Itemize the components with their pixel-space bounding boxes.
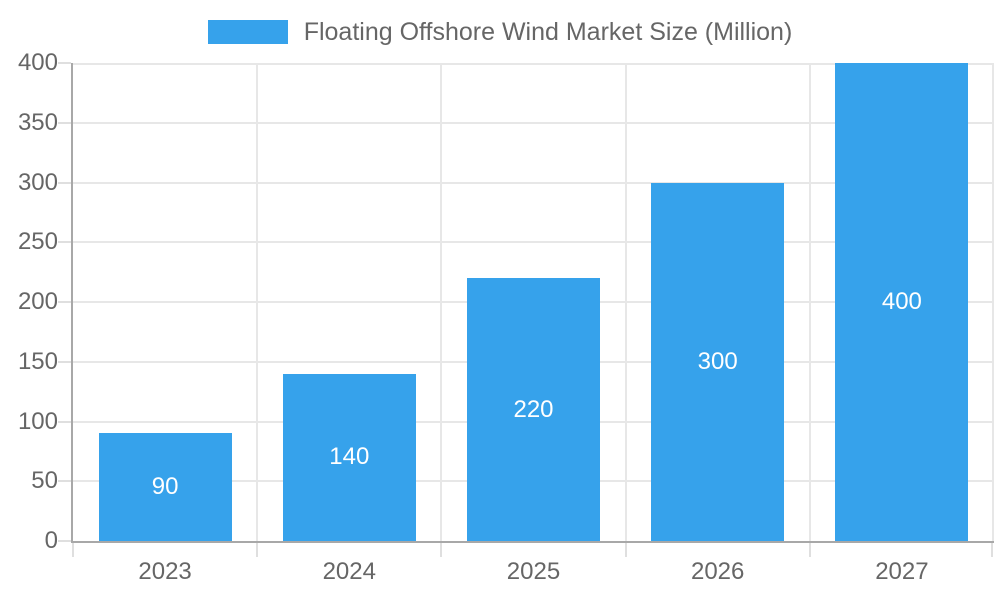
y-axis-tick — [58, 540, 71, 542]
legend-item[interactable]: Floating Offshore Wind Market Size (Mill… — [207, 17, 793, 47]
y-tick-label: 100 — [17, 407, 58, 435]
gridline-v — [808, 63, 811, 541]
bar-value-label: 400 — [881, 288, 922, 315]
y-tick-label: 350 — [17, 108, 58, 136]
bar-value-label: 90 — [151, 473, 179, 501]
bar: 90 — [98, 433, 232, 541]
bar-value-label: 140 — [329, 443, 370, 471]
x-tick-label: 2026 — [690, 558, 745, 585]
x-axis-tick — [256, 543, 259, 557]
y-tick-label: 200 — [17, 288, 58, 315]
x-tick-label: 2023 — [138, 558, 192, 585]
x-axis-tick — [808, 543, 811, 557]
y-tick-label: 250 — [17, 228, 58, 256]
x-axis-tick — [440, 543, 443, 557]
bar-value-label: 220 — [513, 395, 554, 423]
x-tick-label: 2024 — [322, 558, 376, 585]
x-axis-tick — [72, 543, 74, 557]
legend: Floating Offshore Wind Market Size (Mill… — [0, 17, 1000, 47]
y-axis-tick — [58, 62, 71, 64]
legend-label: Floating Offshore Wind Market Size (Mill… — [303, 17, 793, 46]
y-axis-tick — [58, 480, 71, 483]
gridline-v — [440, 63, 443, 541]
bar: 300 — [651, 182, 785, 541]
y-axis-tick — [58, 301, 71, 303]
plot-area: 90 140 220 300 400 — [58, 62, 994, 557]
y-axis-tick — [58, 420, 71, 423]
x-tick-label: 2025 — [506, 558, 561, 585]
y-axis-tick — [58, 121, 71, 124]
gridline-h — [73, 63, 994, 65]
x-axis-tick — [624, 543, 627, 557]
y-axis-tick — [58, 360, 71, 363]
x-axis-tick — [991, 543, 993, 557]
y-tick-label: 0 — [44, 527, 58, 554]
bar: 220 — [467, 278, 600, 541]
y-tick-label: 400 — [17, 49, 58, 76]
y-axis-tick — [58, 181, 71, 184]
gridline-h — [73, 121, 994, 124]
y-axis-tick — [58, 241, 71, 244]
bar-value-label: 300 — [697, 347, 738, 375]
y-tick-label: 300 — [17, 168, 58, 196]
x-tick-label: 2027 — [875, 558, 929, 585]
gridline-h — [73, 181, 994, 184]
y-tick-label: 150 — [17, 347, 58, 375]
bar: 140 — [282, 373, 416, 541]
legend-swatch — [207, 20, 288, 44]
bar: 400 — [835, 63, 969, 541]
gridline-h — [73, 241, 994, 244]
gridline-v — [992, 63, 994, 541]
y-tick-label: 50 — [31, 467, 58, 495]
gridline-v — [624, 63, 627, 541]
gridline-v — [256, 63, 259, 541]
